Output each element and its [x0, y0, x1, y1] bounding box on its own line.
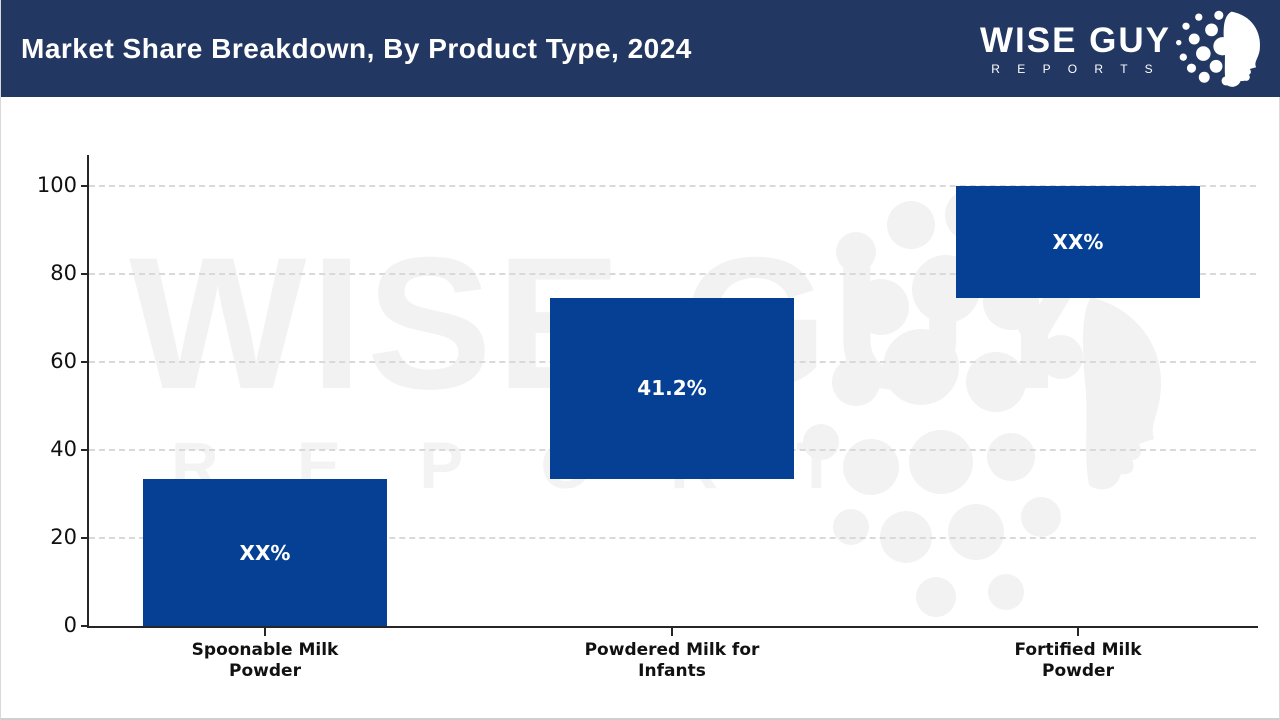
wise-guy-reports-logo: WISE GUY R E P O R T S: [980, 8, 1263, 90]
category-label-line: Spoonable Milk: [191, 640, 339, 660]
category-label-line: Fortified Milk: [1014, 640, 1142, 660]
category-label-line: Powdered Milk for: [584, 640, 760, 660]
x-tick-mark-spoonable-milk-powder: [264, 628, 266, 636]
y-tick-mark-40: [81, 449, 89, 451]
bar-label-spoonable-milk-powder: XX%: [239, 540, 291, 565]
y-tick-mark-20: [81, 537, 89, 539]
bar-label-powdered-milk-for-infants: 41.2%: [637, 376, 707, 401]
header-bar: Market Share Breakdown, By Product Type,…: [1, 0, 1280, 97]
category-label-powdered-milk-for-infants: Powdered Milk for Infants: [512, 640, 832, 683]
x-tick-mark-fortified-milk-powder: [1077, 628, 1079, 636]
bar-label-fortified-milk-powder: XX%: [1052, 229, 1104, 254]
y-tick-label-40: 40: [50, 437, 77, 461]
x-axis: [87, 626, 1258, 628]
category-label-spoonable-milk-powder: Spoonable Milk Powder: [105, 640, 425, 683]
y-tick-mark-80: [81, 273, 89, 275]
y-tick-label-100: 100: [36, 173, 77, 197]
gridline-20: [89, 537, 1256, 539]
logo-subtext: R E P O R T S: [991, 61, 1160, 76]
category-label-line: Powder: [229, 661, 301, 682]
y-tick-mark-60: [81, 361, 89, 363]
category-label-fortified-milk-powder: Fortified Milk Powder: [918, 640, 1238, 683]
chart-area: WISE GUY R E P O R T S 020406080100XX%Sp…: [1, 97, 1280, 720]
y-tick-label-60: 60: [50, 349, 77, 373]
y-axis: [87, 155, 89, 628]
logo-text: WISE GUY R E P O R T S: [980, 22, 1171, 76]
page-title: Market Share Breakdown, By Product Type,…: [21, 32, 692, 64]
category-label-line: Powder: [1042, 661, 1114, 682]
category-label-line: Infants: [638, 661, 706, 682]
logo-wordmark: WISE GUY: [979, 21, 1171, 61]
y-tick-label-80: 80: [50, 261, 77, 285]
logo-face-icon: [1176, 10, 1261, 87]
gridline-100: [89, 185, 1256, 187]
y-tick-mark-0: [81, 625, 89, 627]
y-tick-label-20: 20: [50, 525, 77, 549]
bar-powdered-milk-for-infants: [550, 297, 794, 480]
bar-fortified-milk-powder: [956, 186, 1200, 298]
y-tick-mark-100: [81, 185, 89, 187]
y-tick-label-0: 0: [63, 613, 77, 637]
x-tick-mark-powdered-milk-for-infants: [671, 628, 673, 636]
gridline-80: [89, 273, 1256, 275]
bar-spoonable-milk-powder: [143, 479, 387, 626]
